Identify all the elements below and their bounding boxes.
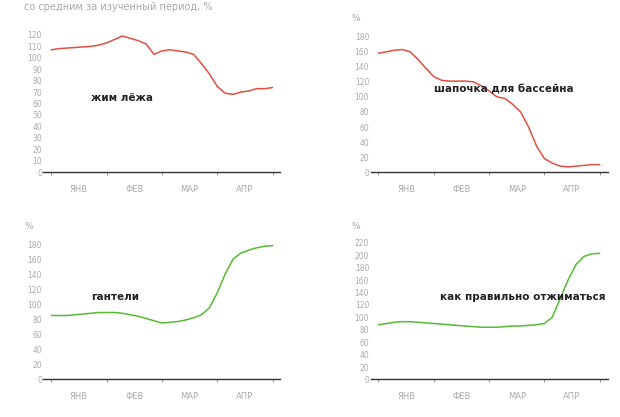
Text: шапочка для бассейна: шапочка для бассейна xyxy=(434,84,574,94)
Text: АПР: АПР xyxy=(564,185,581,194)
Text: МАР: МАР xyxy=(180,392,198,401)
Text: ЯНВ: ЯНВ xyxy=(397,392,415,401)
Text: ФЕВ: ФЕВ xyxy=(125,185,143,194)
Text: %: % xyxy=(352,222,360,231)
Text: ЯНВ: ЯНВ xyxy=(397,185,415,194)
Text: ФЕВ: ФЕВ xyxy=(452,185,471,194)
Text: %: % xyxy=(24,222,33,231)
Text: %: % xyxy=(352,15,360,23)
Text: Изменение числа запросов по сравнению
со средним за изученный период, %: Изменение числа запросов по сравнению со… xyxy=(24,0,239,13)
Text: МАР: МАР xyxy=(180,185,198,194)
Text: как правильно отжиматься: как правильно отжиматься xyxy=(440,291,606,301)
Text: АПР: АПР xyxy=(564,392,581,401)
Text: МАР: МАР xyxy=(508,185,526,194)
Text: АПР: АПР xyxy=(236,185,254,194)
Text: ЯНВ: ЯНВ xyxy=(70,185,88,194)
Text: АПР: АПР xyxy=(236,392,254,401)
Text: ФЕВ: ФЕВ xyxy=(452,392,471,401)
Text: гантели: гантели xyxy=(91,291,139,301)
Text: жим лёжа: жим лёжа xyxy=(91,93,153,103)
Text: МАР: МАР xyxy=(508,392,526,401)
Text: ЯНВ: ЯНВ xyxy=(70,392,88,401)
Text: ФЕВ: ФЕВ xyxy=(125,392,143,401)
